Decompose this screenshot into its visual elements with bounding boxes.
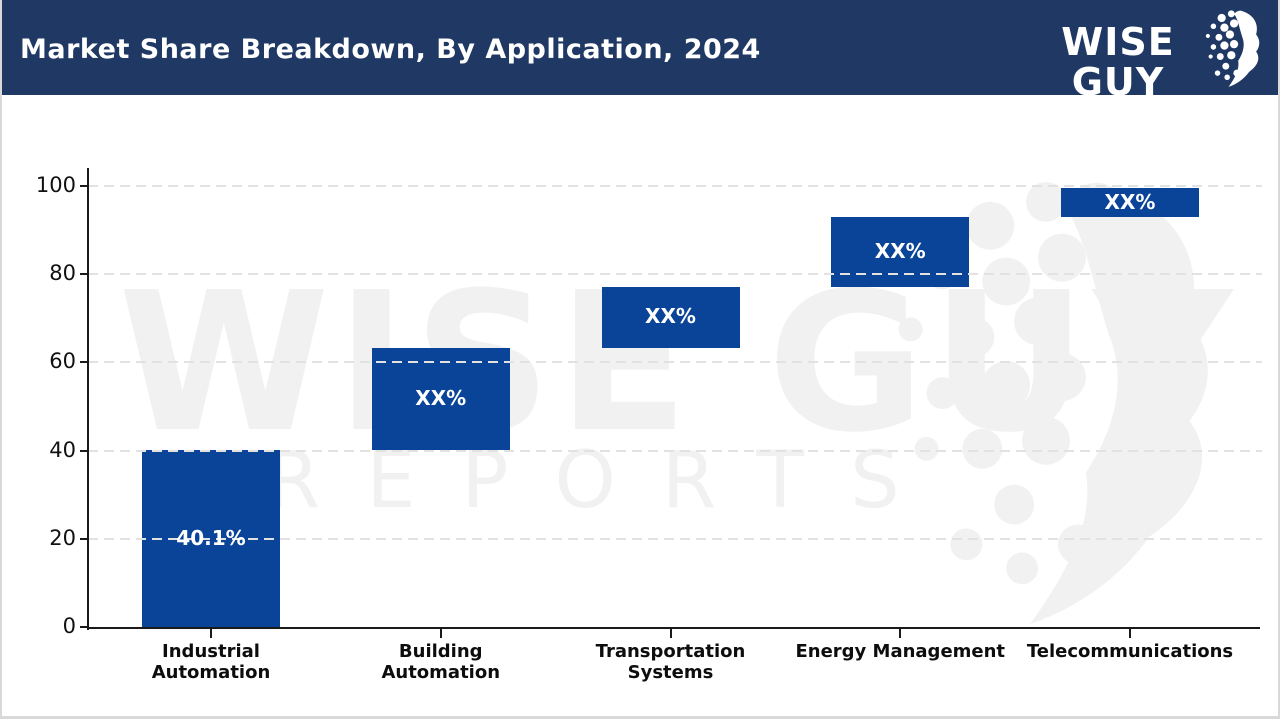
page-title: Market Share Breakdown, By Application, … <box>20 34 761 65</box>
y-tick-0 <box>80 626 88 628</box>
logo-subtext: REPORTS <box>1059 103 1183 118</box>
bar-segment <box>601 286 740 349</box>
y-tick-label-80: 80 <box>49 261 76 286</box>
x-tick <box>1129 629 1131 638</box>
y-tick-label-60: 60 <box>49 349 76 374</box>
category-label-line: Building <box>398 641 483 662</box>
category-label-line: Automation <box>381 662 501 683</box>
bar-segment <box>831 217 970 287</box>
y-tick-40 <box>80 449 88 452</box>
bar-value-label: XX% <box>415 386 467 411</box>
bar-value-label: XX% <box>1104 189 1156 214</box>
x-tick <box>210 629 212 638</box>
bar-value-label: 40.1% <box>176 525 246 550</box>
category-label: Telecommunications <box>1010 641 1250 662</box>
logo-text: WISE GUY REPORTS <box>1033 22 1203 118</box>
y-tick-label-40: 40 <box>49 437 76 462</box>
gridline-100 <box>88 184 1262 187</box>
y-tick-label-20: 20 <box>49 525 76 550</box>
x-tick <box>669 629 672 638</box>
category-label-line: Automation <box>151 662 271 683</box>
y-tick-label-100: 100 <box>35 172 76 197</box>
y-axis-line <box>87 168 89 630</box>
logo-wordmark: WISE GUY <box>1061 20 1175 104</box>
category-label: Transportation Systems <box>551 641 791 683</box>
y-tick-100 <box>80 184 88 187</box>
category-label-line: Energy Management <box>795 641 1006 662</box>
gridline-20 <box>88 537 1262 540</box>
category-label: Energy Management <box>780 641 1020 662</box>
category-label: Building Automation <box>321 641 561 683</box>
x-axis-line <box>87 627 1260 629</box>
y-tick-20 <box>80 537 88 540</box>
header-bar: Market Share Breakdown, By Application, … <box>0 0 1280 118</box>
wise-guy-logo: WISE GUY REPORTS <box>1033 6 1268 118</box>
y-tick-80 <box>80 273 88 276</box>
x-tick <box>899 629 902 638</box>
category-label-line: Industrial <box>162 641 260 662</box>
gridline-40 <box>88 449 1262 452</box>
y-tick-60 <box>80 361 88 364</box>
category-label-line: Systems <box>627 662 714 683</box>
gridline-60 <box>88 361 1262 364</box>
bar-segment <box>371 348 510 451</box>
category-label-line: Telecommunications <box>1026 641 1234 662</box>
category-label: Industrial Automation <box>91 641 331 683</box>
waterfall-chart: 0 20 40 60 80 100 40.1% Industrial Automation XX%… <box>0 95 1280 720</box>
y-tick-label-0: 0 <box>62 614 76 638</box>
bar-value-label: XX% <box>874 238 926 263</box>
category-label-line: Transportation <box>595 641 746 662</box>
bar-segment <box>1061 188 1199 218</box>
x-tick <box>439 629 442 638</box>
bar-value-label: XX% <box>645 304 696 329</box>
logo-head-icon <box>1205 10 1260 87</box>
gridline-80 <box>88 273 1262 276</box>
